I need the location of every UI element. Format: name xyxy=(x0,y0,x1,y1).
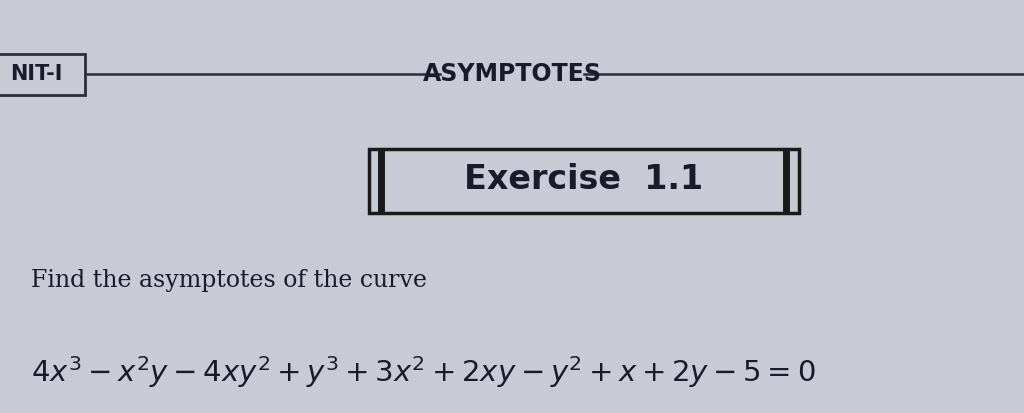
Text: NIT-I: NIT-I xyxy=(10,64,62,84)
Text: $4x^3 - x^2y - 4xy^2 + y^3 + 3x^2 + 2xy - y^2 + x + 2y - 5 = 0$: $4x^3 - x^2y - 4xy^2 + y^3 + 3x^2 + 2xy … xyxy=(31,354,815,389)
Text: ASYMPTOTES: ASYMPTOTES xyxy=(423,62,601,86)
Text: Exercise  1.1: Exercise 1.1 xyxy=(464,163,703,196)
Bar xyxy=(0,54,85,95)
Bar xyxy=(369,149,799,213)
Text: Find the asymptotes of the curve: Find the asymptotes of the curve xyxy=(31,269,427,292)
